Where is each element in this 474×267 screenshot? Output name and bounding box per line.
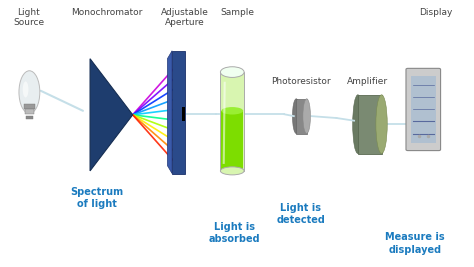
Bar: [182, 107, 185, 121]
Bar: [24, 104, 35, 109]
Bar: [26, 116, 33, 119]
Text: Light is
detected: Light is detected: [276, 203, 326, 225]
Ellipse shape: [221, 107, 243, 115]
Ellipse shape: [220, 167, 244, 175]
Ellipse shape: [292, 99, 300, 134]
Ellipse shape: [353, 95, 363, 154]
Text: Sample: Sample: [220, 8, 254, 17]
Text: Spectrum
of light: Spectrum of light: [71, 187, 124, 209]
Polygon shape: [90, 59, 133, 171]
Text: Photoresistor: Photoresistor: [271, 77, 331, 87]
Ellipse shape: [220, 67, 244, 77]
Bar: [220, 72, 244, 171]
Bar: [172, 51, 185, 174]
Bar: [25, 109, 34, 114]
Text: Monochromator: Monochromator: [71, 8, 142, 17]
Text: Light is
absorbed: Light is absorbed: [209, 222, 260, 244]
Text: Adjustable
Aperture: Adjustable Aperture: [161, 8, 209, 28]
Ellipse shape: [376, 95, 387, 154]
Ellipse shape: [19, 71, 40, 113]
FancyBboxPatch shape: [406, 68, 440, 151]
Bar: [296, 99, 307, 134]
Ellipse shape: [303, 99, 310, 134]
Text: Light
Source: Light Source: [13, 8, 44, 28]
Polygon shape: [167, 51, 172, 174]
Bar: [221, 111, 243, 170]
Bar: [358, 95, 382, 154]
Text: Display: Display: [419, 8, 453, 17]
Text: Measure is
displayed: Measure is displayed: [385, 232, 445, 255]
Ellipse shape: [23, 81, 28, 97]
Bar: [410, 76, 436, 143]
Text: Amplifier: Amplifier: [347, 77, 388, 87]
